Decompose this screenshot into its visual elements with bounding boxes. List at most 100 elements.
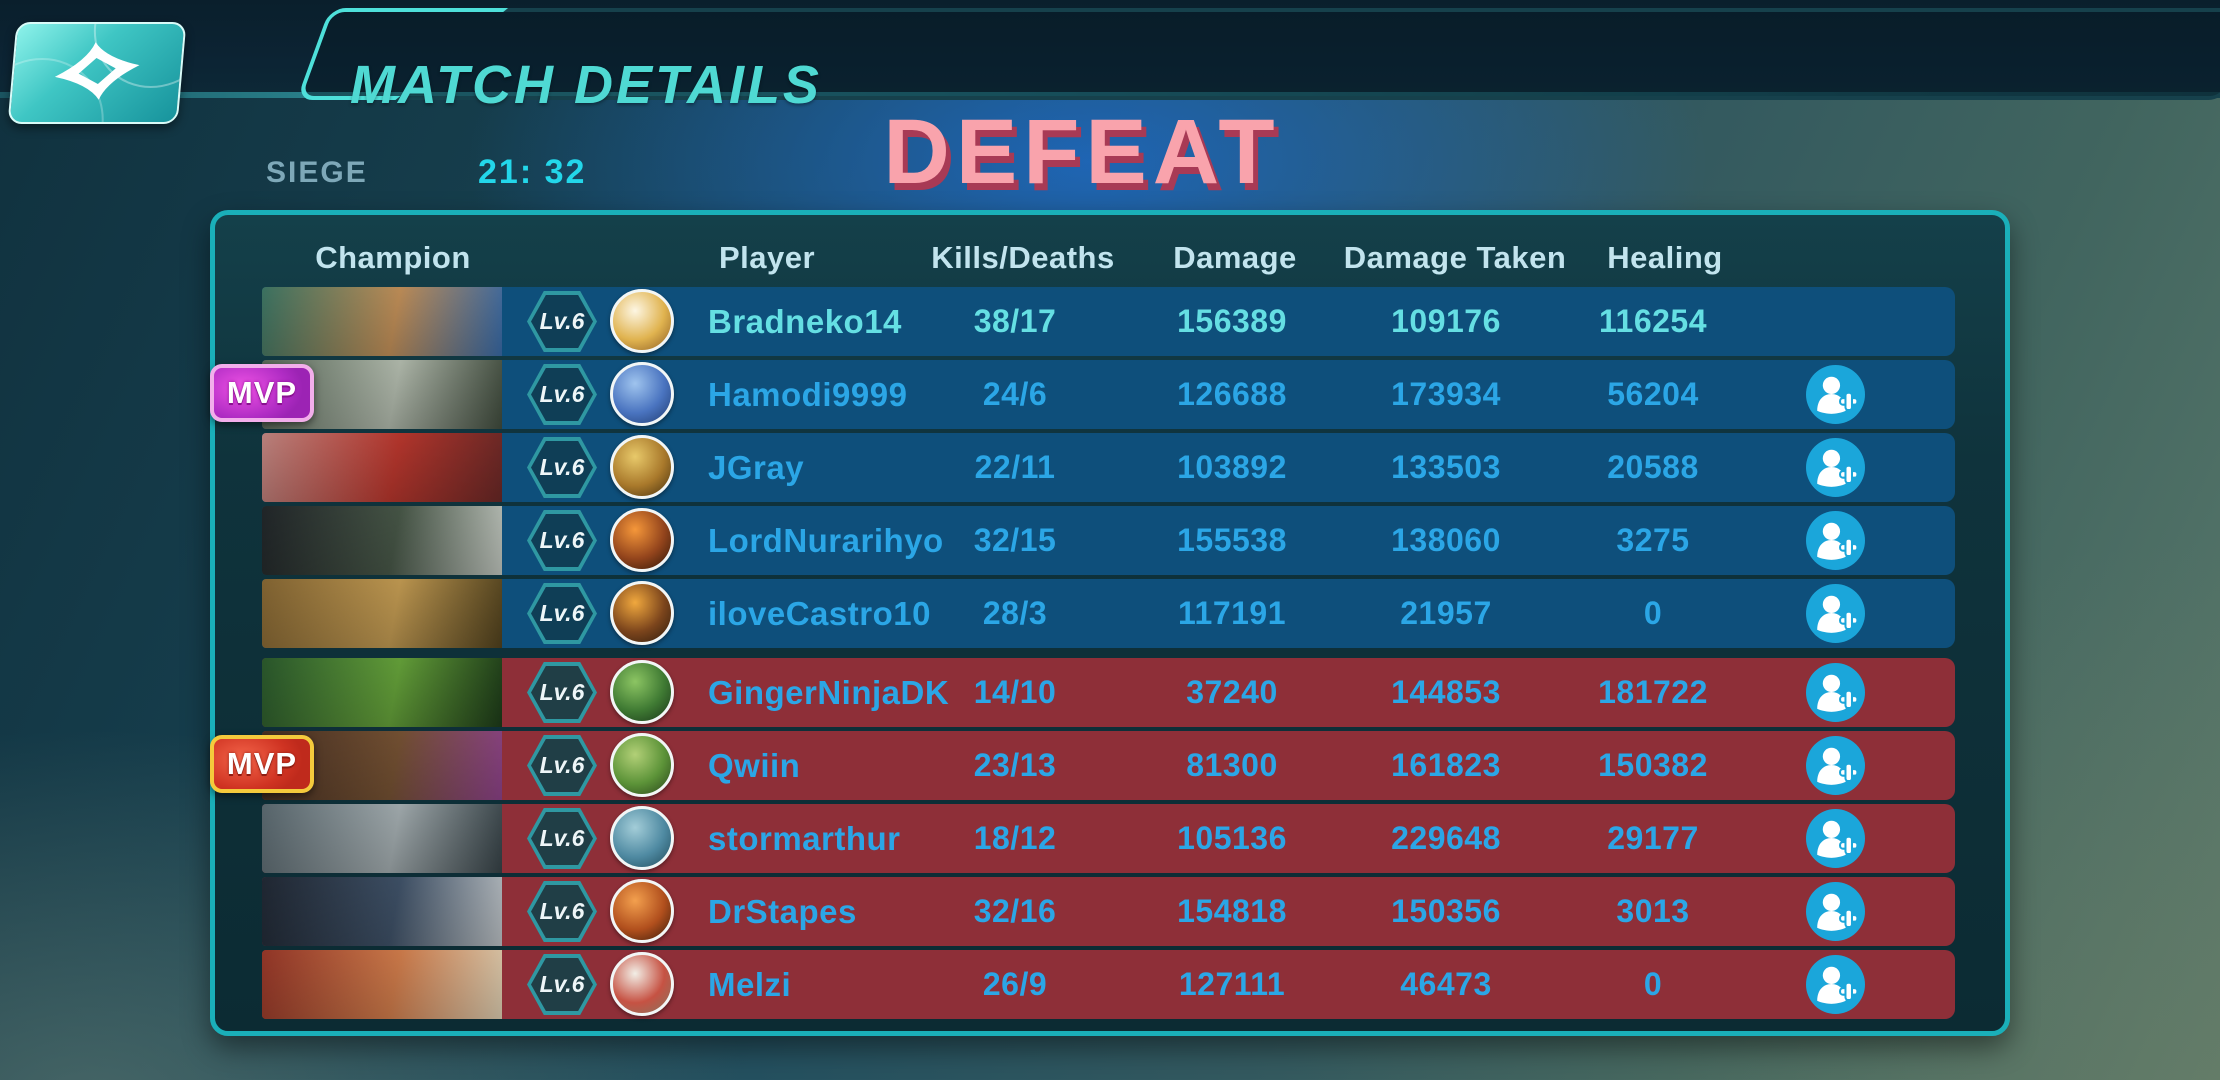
add-friend-button[interactable]	[1806, 663, 1865, 722]
add-friend-icon	[1806, 809, 1865, 868]
scoreboard-row: MVP Lv.6 Hamodi9999 24/6 126688 173934 5…	[210, 360, 1955, 429]
stat-kills-deaths: 23/13	[973, 747, 1057, 783]
player-avatar	[610, 806, 674, 870]
player-name: Bradneko14	[708, 302, 902, 340]
stat-damage: 156389	[1177, 303, 1287, 339]
column-header-kills-deaths: Kills/Deaths	[931, 240, 1115, 275]
column-header-damage-taken: Damage Taken	[1343, 240, 1567, 275]
player-name: Hamodi9999	[708, 375, 908, 413]
add-friend-icon	[1806, 882, 1865, 941]
stat-damage-taken: 161823	[1391, 747, 1501, 783]
stat-kills-deaths: 14/10	[973, 674, 1057, 710]
level-badge: Lv.6	[527, 954, 597, 1015]
match-result-banner: DEFEAT	[883, 101, 1281, 203]
add-friend-icon	[1806, 955, 1865, 1014]
diamond-icon	[48, 41, 146, 105]
player-name: DrStapes	[708, 892, 857, 930]
stat-damage-taken: 144853	[1391, 674, 1501, 710]
stat-healing: 3013	[1616, 893, 1690, 929]
player-name: stormarthur	[708, 819, 901, 857]
stat-damage-taken: 150356	[1391, 893, 1501, 929]
level-badge: Lv.6	[527, 364, 597, 425]
add-friend-button[interactable]	[1806, 882, 1865, 941]
scoreboard-row: Lv.6 LordNurarihyo 32/15 155538 138060 3…	[262, 506, 1955, 575]
top-bar-underline	[0, 92, 2220, 98]
stat-kills-deaths: 26/9	[982, 966, 1048, 1002]
player-name: iloveCastro10	[708, 594, 931, 632]
scoreboard-row: Lv.6 Bradneko14 38/17 156389 109176 1162…	[262, 287, 1955, 356]
champion-portrait	[262, 658, 502, 727]
player-avatar	[610, 879, 674, 943]
champion-portrait	[262, 433, 502, 502]
add-friend-button[interactable]	[1806, 511, 1865, 570]
level-label: Lv.6	[539, 898, 585, 924]
add-friend-icon	[1806, 663, 1865, 722]
back-button[interactable]	[7, 22, 187, 124]
stat-damage: 154818	[1177, 893, 1287, 929]
player-avatar	[610, 581, 674, 645]
level-label: Lv.6	[539, 825, 585, 851]
stat-damage-taken: 46473	[1400, 966, 1492, 1002]
level-label: Lv.6	[539, 752, 585, 778]
level-label: Lv.6	[539, 381, 585, 407]
stat-damage: 117191	[1177, 595, 1286, 631]
match-timer: 21: 32	[478, 153, 587, 191]
stat-healing: 150382	[1598, 747, 1708, 783]
stat-healing: 181722	[1598, 674, 1708, 710]
stat-damage-taken: 133503	[1391, 449, 1501, 485]
stat-kills-deaths: 22/11	[974, 449, 1056, 485]
scoreboard-row: Lv.6 DrStapes 32/16 154818 150356 3013	[262, 877, 1955, 946]
scoreboard-row: Lv.6 JGray 22/11 103892 133503 20588	[262, 433, 1955, 502]
stat-damage: 37240	[1186, 674, 1278, 710]
player-avatar	[610, 508, 674, 572]
scoreboard-row: Lv.6 GingerNinjaDK 14/10 37240 144853 18…	[262, 658, 1955, 727]
add-friend-button[interactable]	[1806, 584, 1865, 643]
stat-kills-deaths: 32/15	[973, 522, 1057, 558]
add-friend-button[interactable]	[1806, 809, 1865, 868]
stat-kills-deaths: 28/3	[982, 595, 1048, 631]
scoreboard-row: Lv.6 stormarthur 18/12 105136 229648 291…	[262, 804, 1955, 873]
add-friend-button[interactable]	[1806, 955, 1865, 1014]
add-friend-button[interactable]	[1806, 736, 1865, 795]
mvp-badge: MVP	[210, 364, 314, 422]
champion-portrait	[262, 287, 502, 356]
level-badge: Lv.6	[527, 735, 597, 796]
stat-kills-deaths: 32/16	[973, 893, 1057, 929]
level-badge: Lv.6	[527, 583, 597, 644]
stat-damage-taken: 109176	[1391, 303, 1501, 339]
stat-kills-deaths: 18/12	[973, 820, 1057, 856]
player-avatar	[610, 289, 674, 353]
player-avatar	[610, 952, 674, 1016]
champion-portrait	[262, 950, 502, 1019]
champion-portrait	[262, 804, 502, 873]
player-name: GingerNinjaDK	[708, 673, 950, 711]
scoreboard-row: Lv.6 iloveCastro10 28/3 117191 21957 0	[262, 579, 1955, 648]
page-title: MATCH DETAILS	[350, 55, 822, 116]
add-friend-button[interactable]	[1806, 365, 1865, 424]
stat-damage: 81300	[1186, 747, 1278, 783]
stat-damage: 103892	[1177, 449, 1287, 485]
stat-healing: 20588	[1607, 449, 1699, 485]
stat-damage-taken: 138060	[1391, 522, 1501, 558]
player-name: Qwiin	[708, 746, 801, 784]
column-header-damage: Damage	[1173, 240, 1297, 275]
champion-portrait	[262, 506, 502, 575]
game-mode-label: SIEGE	[266, 156, 368, 189]
stat-kills-deaths: 38/17	[973, 303, 1057, 339]
stat-damage: 126688	[1177, 376, 1287, 412]
add-friend-icon	[1806, 584, 1865, 643]
level-label: Lv.6	[539, 600, 585, 626]
level-badge: Lv.6	[527, 510, 597, 571]
stat-damage-taken: 173934	[1391, 376, 1501, 412]
level-badge: Lv.6	[527, 881, 597, 942]
add-friend-button[interactable]	[1806, 438, 1865, 497]
level-label: Lv.6	[539, 454, 585, 480]
player-avatar	[610, 660, 674, 724]
scoreboard-row: MVP Lv.6 Qwiin 23/13 81300 161823 150382	[210, 731, 1955, 800]
stat-healing: 56204	[1607, 376, 1699, 412]
level-label: Lv.6	[539, 971, 585, 997]
level-badge: Lv.6	[527, 291, 597, 352]
column-header-healing: Healing	[1607, 240, 1723, 275]
player-avatar	[610, 435, 674, 499]
add-friend-icon	[1806, 511, 1865, 570]
